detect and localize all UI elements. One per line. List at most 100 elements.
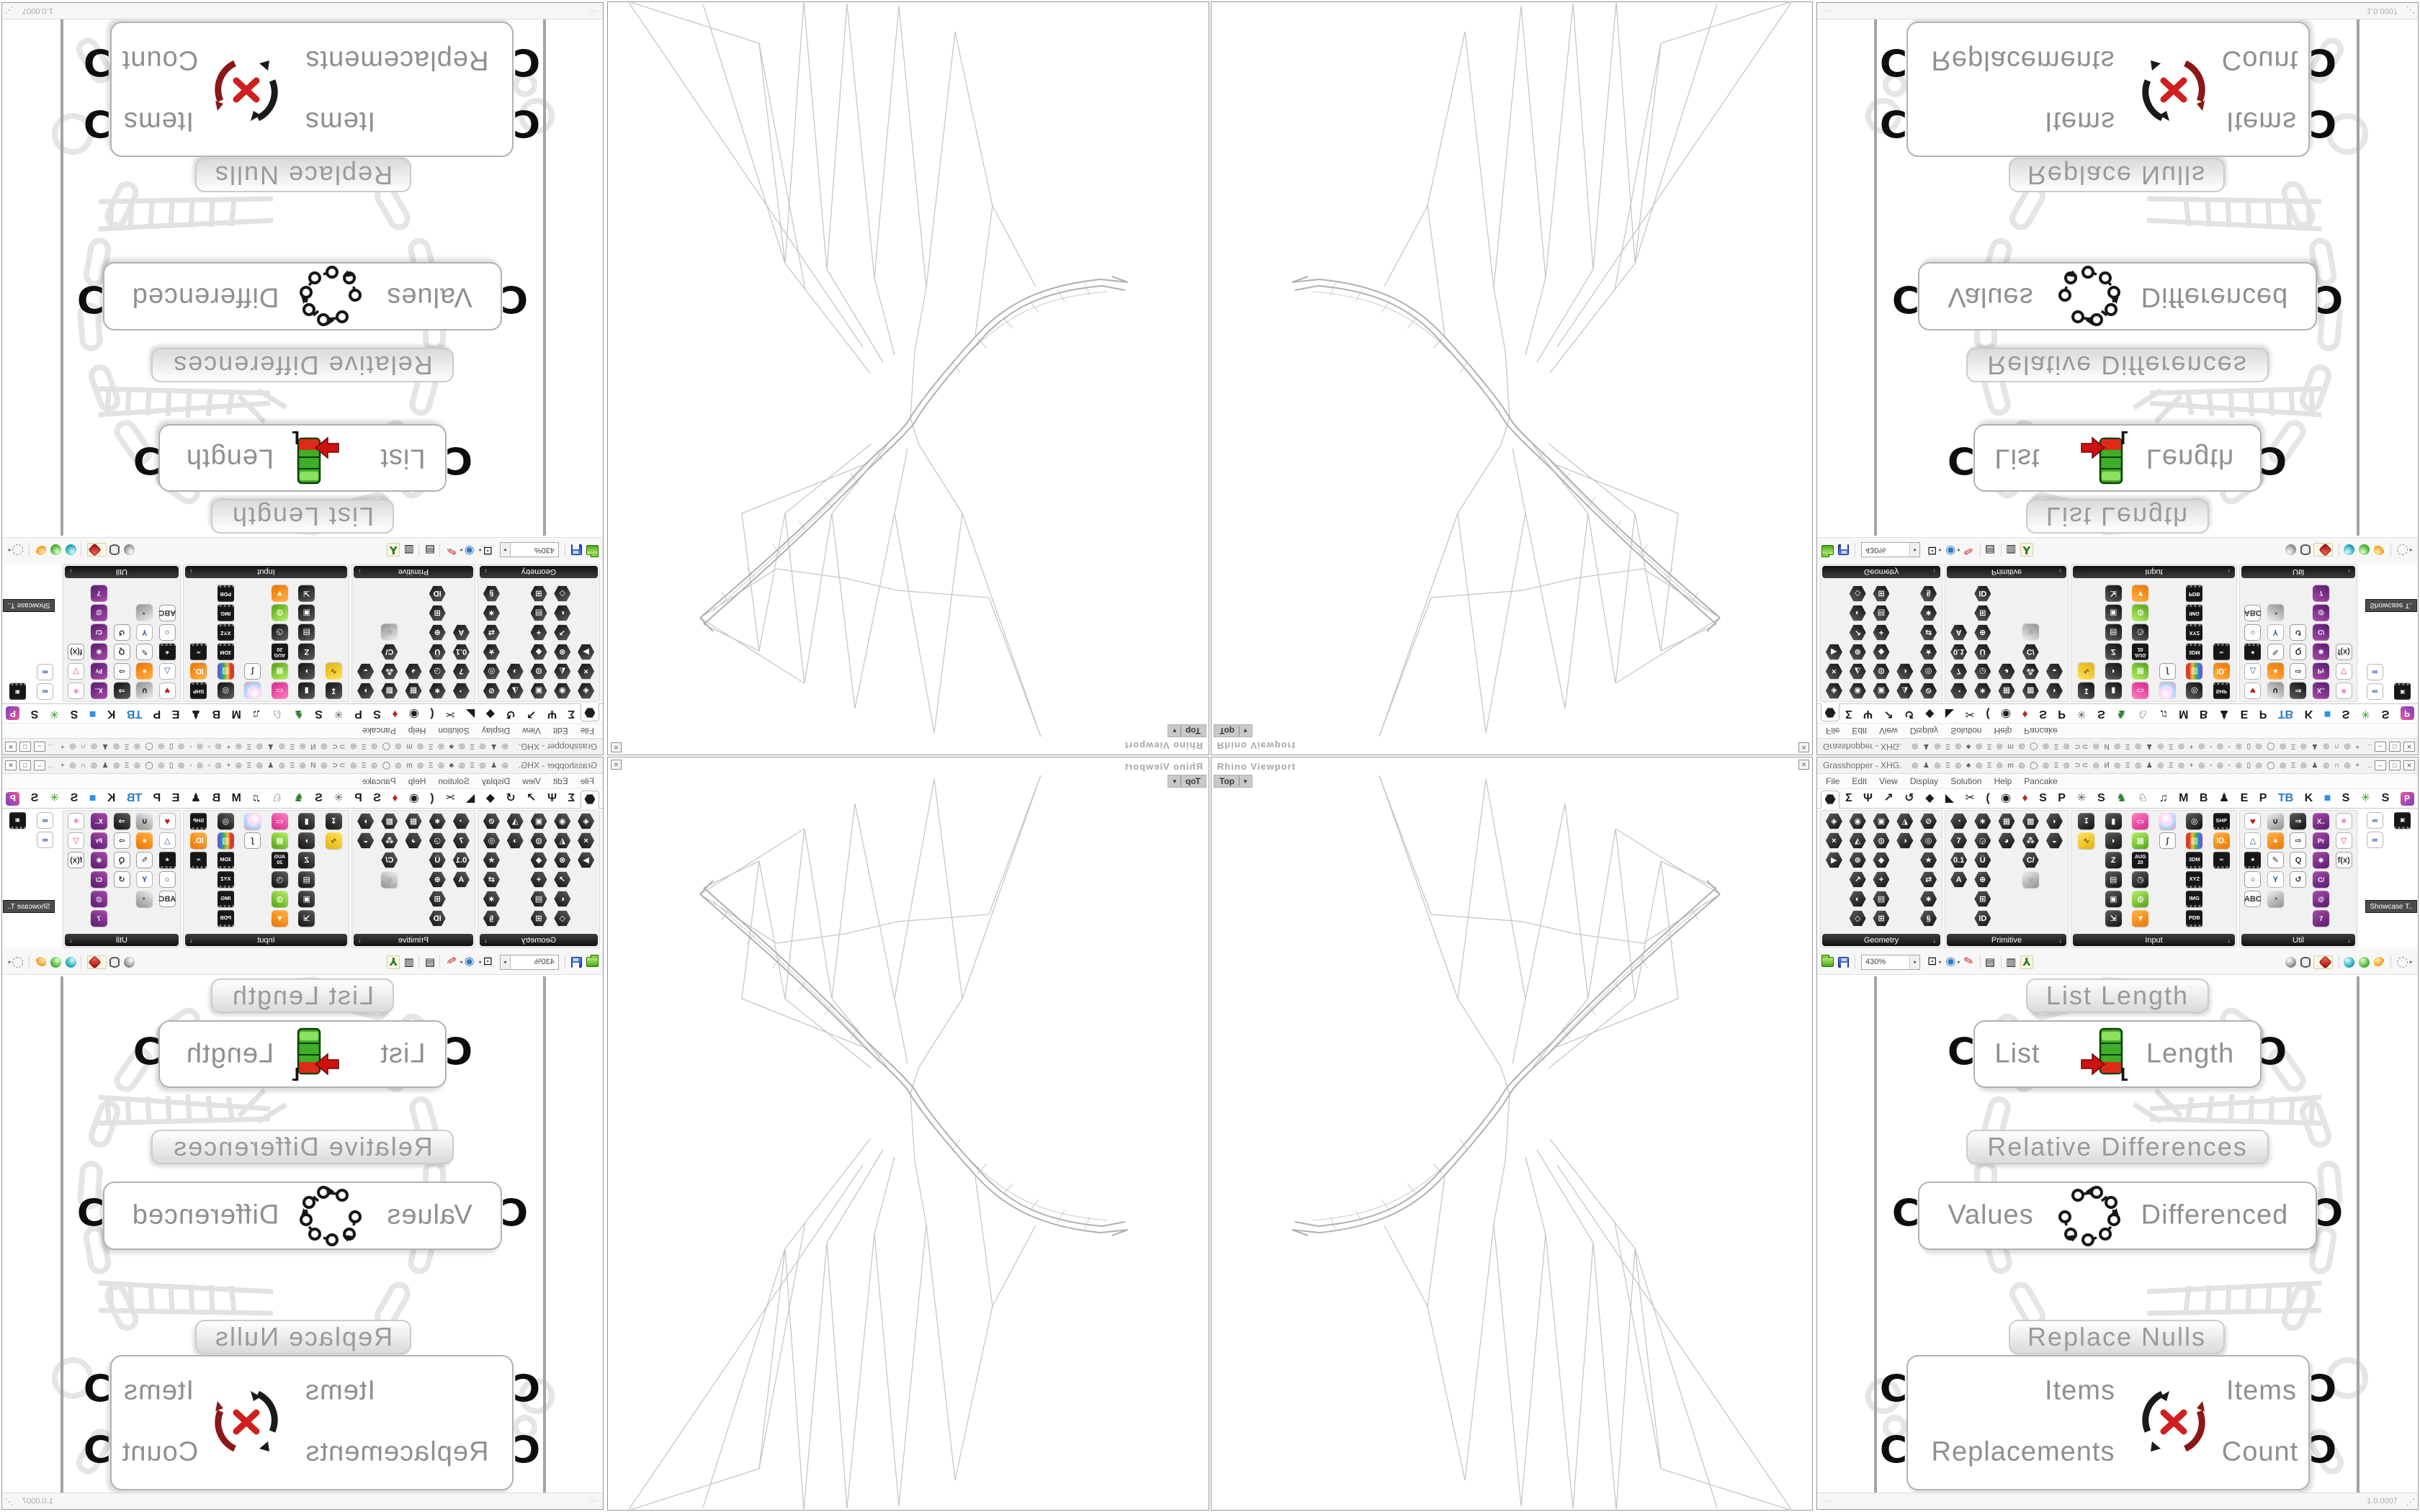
- palette-component-icon[interactable]: C/: [2022, 852, 2039, 868]
- category-tab-icon[interactable]: ✂: [1965, 792, 1975, 804]
- palette-component-icon[interactable]: 0.1: [453, 644, 470, 660]
- palette-component-icon[interactable]: ◗: [2105, 832, 2122, 849]
- palette-component-icon[interactable]: ↧: [2078, 683, 2095, 699]
- output-grip[interactable]: C: [2315, 276, 2344, 320]
- palette-component-icon[interactable]: ◗: [2105, 663, 2122, 680]
- group-label-replace-nulls[interactable]: Replace Nulls: [2009, 1320, 2225, 1354]
- palette-component-icon[interactable]: ∪: [2267, 813, 2284, 829]
- save-file-icon[interactable]: [571, 956, 582, 968]
- category-tab-icon[interactable]: TB: [2277, 792, 2294, 804]
- palette-component-icon[interactable]: ◗: [298, 832, 315, 849]
- palette-component-icon[interactable]: C/: [2022, 644, 2039, 660]
- teal-material-icon[interactable]: [66, 544, 77, 556]
- category-tab-icon[interactable]: ↗: [1883, 792, 1894, 804]
- palette-component-icon[interactable]: ◷: [2132, 871, 2149, 888]
- category-tab-icon[interactable]: S: [2039, 708, 2047, 720]
- palette-component-icon[interactable]: ▣: [9, 683, 26, 700]
- category-tab-icon[interactable]: P: [153, 708, 161, 720]
- palette-component-icon[interactable]: SHP: [190, 813, 207, 829]
- param-output-label[interactable]: Length: [2146, 1038, 2235, 1069]
- category-tab-icon[interactable]: S: [373, 792, 381, 804]
- palette-component-icon[interactable]: ▤: [1873, 605, 1889, 621]
- maximize-button[interactable]: □: [19, 742, 31, 752]
- palette-component-icon[interactable]: ▤: [1873, 891, 1890, 907]
- output-grip[interactable]: C: [133, 438, 161, 482]
- menu-item-help[interactable]: Help: [408, 726, 426, 736]
- zoom-combobox[interactable]: 430% ▾: [500, 542, 559, 558]
- category-tab-icon[interactable]: ♫: [252, 792, 261, 804]
- tab-params-active[interactable]: [581, 790, 599, 809]
- palette-component-icon[interactable]: AUG 20: [271, 644, 288, 660]
- rhino-viewport[interactable]: Rhino Viewport Top ▼ ✕: [607, 757, 1209, 1511]
- category-tab-icon[interactable]: Σ: [1845, 792, 1852, 804]
- category-tab-icon[interactable]: ♦: [392, 792, 398, 804]
- input-grip[interactable]: C: [500, 1192, 529, 1236]
- teal-material-icon[interactable]: [2343, 956, 2354, 968]
- param-output-label[interactable]: Count: [2221, 1436, 2299, 1467]
- param-output-label[interactable]: Items: [2226, 1375, 2297, 1406]
- palette-component-icon[interactable]: C/: [2313, 624, 2330, 641]
- gh-canvas[interactable]: List Length C C List Length L Relat: [1817, 975, 2418, 1493]
- palette-component-icon[interactable]: ⊛: [1849, 852, 1866, 868]
- gem-preview-icon[interactable]: [87, 955, 107, 969]
- palette-component-icon[interactable]: X..: [2313, 813, 2330, 829]
- green-material-icon[interactable]: [50, 544, 62, 556]
- palette-component-icon[interactable]: AUG 20: [2132, 852, 2149, 868]
- palette-component-icon[interactable]: ○: [158, 624, 176, 641]
- palette-component-icon[interactable]: ◉: [90, 852, 107, 868]
- menu-item-display[interactable]: Display: [1909, 776, 1939, 786]
- palette-panel-bar[interactable]: Primitive ↓: [1947, 934, 2066, 946]
- palette-component-icon[interactable]: +: [531, 624, 547, 641]
- palette-component-icon[interactable]: PDB: [217, 585, 234, 602]
- palette-component-icon[interactable]: ◍: [531, 832, 547, 849]
- zoom-combobox[interactable]: 430% ▾: [500, 954, 559, 970]
- param-input-label[interactable]: Items: [305, 1375, 375, 1406]
- chevron-down-icon[interactable]: ▾: [501, 543, 511, 557]
- category-tab-icon[interactable]: S: [373, 708, 381, 720]
- palette-component-icon[interactable]: ✳: [2335, 813, 2352, 829]
- palette-component-icon[interactable]: ∞: [2366, 683, 2383, 700]
- category-tab-icon[interactable]: ◉: [408, 708, 419, 720]
- chevron-down-icon[interactable]: ↓: [358, 568, 362, 576]
- category-tab-icon[interactable]: ✳: [2076, 708, 2087, 720]
- gh-canvas[interactable]: List Length C C List Length L Relat: [2, 19, 603, 537]
- palette-component-icon[interactable]: ▽: [68, 832, 85, 849]
- palette-component-icon[interactable]: ∪: [2267, 683, 2284, 699]
- zoom-extents-icon[interactable]: ⊡: [1927, 955, 1937, 968]
- palette-component-icon[interactable]: Ü: [1974, 852, 1991, 868]
- category-tab-icon[interactable]: B: [212, 792, 221, 804]
- palette-component-icon[interactable]: ⇨: [2290, 832, 2307, 849]
- palette-component-icon[interactable]: ✎: [2267, 644, 2284, 660]
- input-grip[interactable]: C: [512, 1428, 541, 1472]
- palette-component-icon[interactable]: ▶: [578, 644, 594, 660]
- palette-component-icon[interactable]: Pr: [2313, 832, 2330, 849]
- component-replace-nulls[interactable]: [1906, 22, 2310, 157]
- palette-component-icon[interactable]: Pr: [90, 663, 107, 680]
- palette-component-icon[interactable]: ◮: [507, 683, 524, 699]
- palette-component-icon[interactable]: △: [2244, 832, 2262, 849]
- minimize-button[interactable]: –: [34, 760, 45, 770]
- preview-eye-icon[interactable]: ◉: [1945, 955, 1956, 968]
- output-grip[interactable]: C: [83, 1428, 112, 1472]
- title-bar[interactable]: Grasshopper - XHG. ◎ ♟ ◎ Ξ ◎ ♣ ◎ Ξ ◎ m ◎…: [2, 738, 603, 755]
- palette-component-icon[interactable]: ♣: [2244, 852, 2262, 868]
- rhino-viewport[interactable]: Rhino Viewport Top ▼ ✕: [607, 1, 1209, 755]
- palette-component-icon[interactable]: ∞: [190, 644, 207, 660]
- category-tab-icon[interactable]: ◣: [1945, 792, 1955, 804]
- palette-component-icon[interactable]: ▽: [2335, 663, 2352, 680]
- chevron-down-icon[interactable]: ▾: [2408, 546, 2412, 554]
- palette-component-icon[interactable]: ◶: [429, 663, 446, 680]
- palette-panel-bar[interactable]: Geometry ↓: [1822, 566, 1940, 578]
- palette-component-icon[interactable]: ↺: [113, 871, 130, 888]
- category-tab-icon[interactable]: ✳: [333, 792, 344, 804]
- palette-component-icon[interactable]: ♣: [2244, 644, 2262, 660]
- palette-component-icon[interactable]: ◍: [1873, 663, 1889, 680]
- palette-panel-bar[interactable]: Input ↓: [2073, 934, 2235, 946]
- palette-panel-bar[interactable]: Input ↓: [185, 934, 347, 946]
- viewport-tab-top[interactable]: Top ▼: [1167, 775, 1206, 788]
- category-tab-icon[interactable]: E: [2240, 708, 2249, 720]
- palette-panel-bar[interactable]: Geometry ↓: [1822, 934, 1940, 946]
- palette-component-icon[interactable]: ABC: [2244, 605, 2262, 621]
- palette-component-icon[interactable]: IMG: [217, 605, 234, 621]
- palette-component-icon[interactable]: ◆: [1873, 644, 1889, 660]
